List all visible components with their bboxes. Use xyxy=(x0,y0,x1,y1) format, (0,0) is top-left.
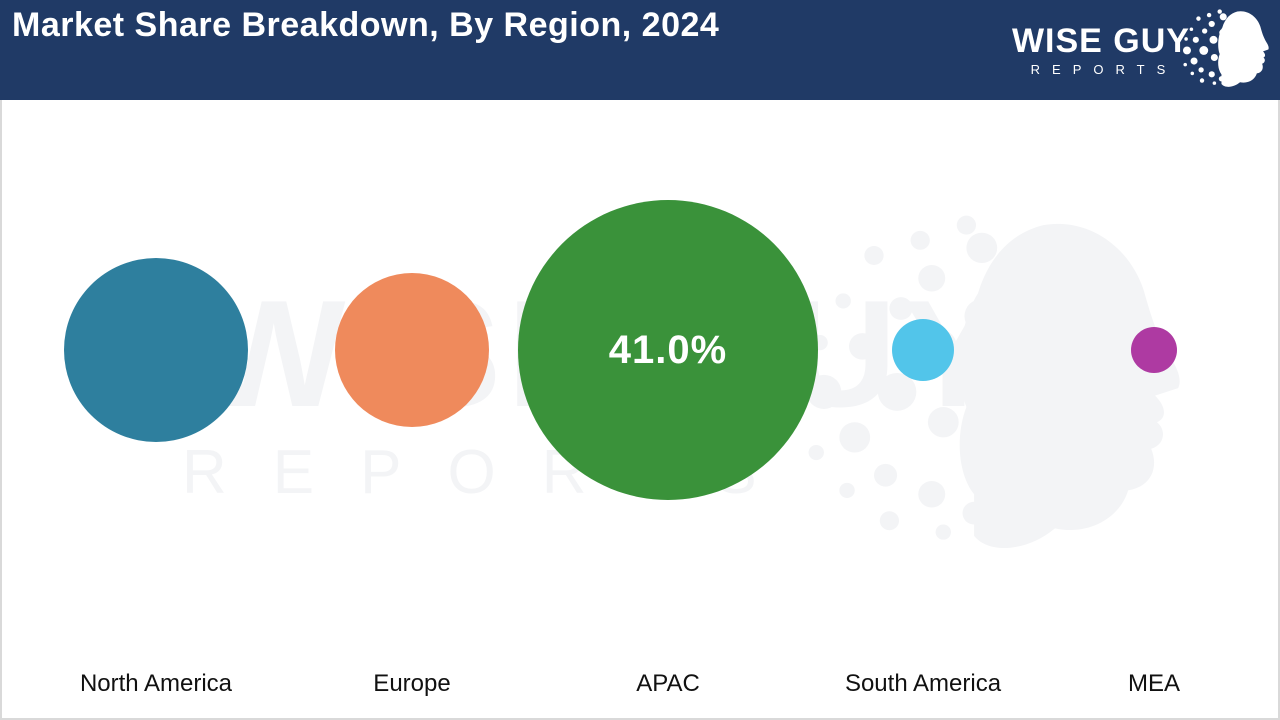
bubble-south-america xyxy=(892,319,954,381)
category-label-europe: Europe xyxy=(373,670,451,697)
bubble-value-label: 41.0% xyxy=(608,327,728,372)
wiseguy-head-icon xyxy=(1183,9,1269,87)
bubble-apac: 41.0% xyxy=(518,200,818,500)
logo-wordmark: WISE GUY xyxy=(1011,22,1190,61)
category-label-south-america: South America xyxy=(844,670,1002,697)
logo-text: WISE GUY REPORTS xyxy=(1011,22,1190,77)
bubble-layer: 41.0% xyxy=(2,100,1278,718)
logo-subtitle: REPORTS xyxy=(1030,61,1178,77)
bubble-europe xyxy=(335,273,489,427)
category-label-layer: North America Europe APAC South America MEA xyxy=(2,100,1278,718)
header-banner: Market Share Breakdown, By Region, 2024 … xyxy=(0,0,1280,100)
category-label-apac: APAC xyxy=(636,670,700,697)
category-label-mea: MEA xyxy=(1127,670,1181,697)
chart-area: WISE GUY REPORTS 41.0% North AmericaEuro… xyxy=(0,100,1280,720)
bubble-north-america xyxy=(64,258,248,442)
wiseguy-logo: WISE GUY REPORTS xyxy=(1012,8,1274,92)
category-label-north-america: North America xyxy=(79,670,233,697)
page-title: Market Share Breakdown, By Region, 2024 xyxy=(12,6,720,44)
bubble-mea xyxy=(1131,327,1177,373)
